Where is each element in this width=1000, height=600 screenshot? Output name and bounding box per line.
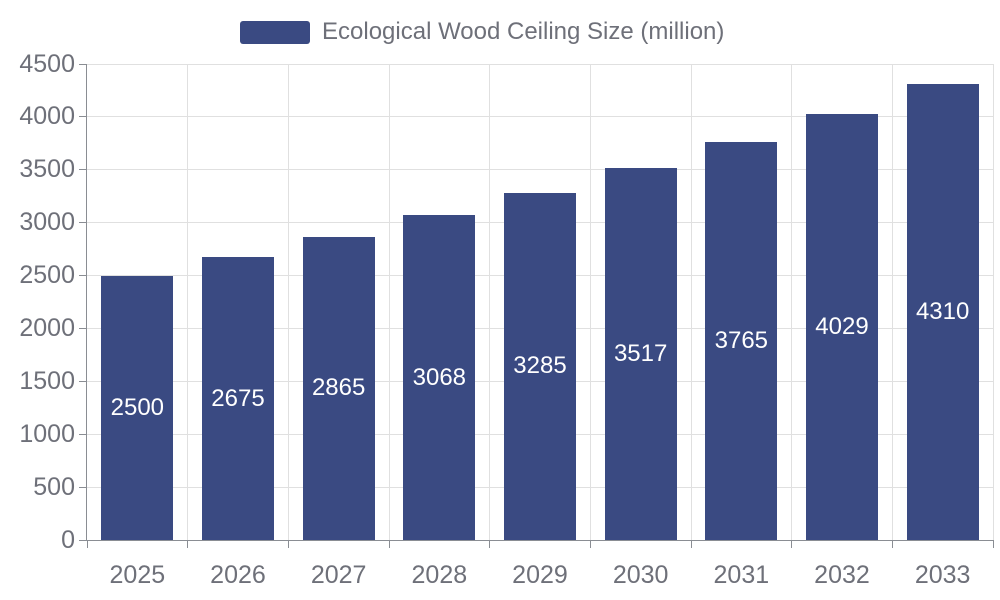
bar-value-label: 2500 bbox=[110, 393, 165, 421]
h-gridline bbox=[87, 169, 993, 171]
v-gridline bbox=[187, 64, 189, 540]
x-tick bbox=[992, 540, 994, 548]
y-axis-label: 3500 bbox=[19, 155, 75, 184]
h-gridline bbox=[87, 116, 993, 118]
bar[interactable] bbox=[403, 215, 476, 540]
bar[interactable] bbox=[705, 141, 778, 540]
x-tick bbox=[589, 540, 591, 548]
x-tick bbox=[791, 540, 793, 548]
y-tick bbox=[79, 433, 87, 435]
v-gridline bbox=[791, 64, 793, 540]
y-tick bbox=[79, 63, 87, 65]
y-axis-line bbox=[86, 64, 87, 541]
bar[interactable] bbox=[906, 84, 979, 540]
y-tick bbox=[79, 327, 87, 329]
x-axis-label: 2033 bbox=[914, 561, 971, 589]
x-tick bbox=[489, 540, 491, 548]
y-axis-label: 2000 bbox=[19, 313, 75, 342]
bar-value-label: 4029 bbox=[815, 312, 869, 340]
y-axis-label: 1500 bbox=[19, 366, 75, 395]
x-tick bbox=[891, 540, 893, 548]
legend-item[interactable]: Ecological Wood Ceiling Size (million) bbox=[240, 19, 724, 45]
bar-value-label: 2675 bbox=[211, 384, 265, 412]
y-axis-label: 0 bbox=[61, 525, 75, 554]
y-axis-label: 3000 bbox=[19, 208, 75, 237]
h-gridline bbox=[87, 63, 993, 65]
y-axis-label: 4000 bbox=[19, 102, 75, 131]
x-tick bbox=[690, 540, 692, 548]
x-axis-label: 2025 bbox=[109, 561, 166, 589]
bar-value-label: 3068 bbox=[412, 363, 467, 391]
x-tick bbox=[86, 540, 88, 548]
v-gridline bbox=[690, 64, 692, 540]
legend-label: Ecological Wood Ceiling Size (million) bbox=[322, 18, 725, 45]
x-axis-line bbox=[87, 539, 993, 541]
y-tick bbox=[79, 222, 87, 224]
y-tick bbox=[79, 116, 87, 118]
x-axis-label: 2026 bbox=[210, 561, 266, 589]
y-axis-label: 2500 bbox=[19, 261, 75, 290]
x-axis-label: 2032 bbox=[814, 561, 870, 589]
bar[interactable] bbox=[101, 275, 174, 540]
y-tick bbox=[79, 380, 87, 382]
y-axis-label: 4500 bbox=[19, 49, 75, 78]
y-tick bbox=[79, 275, 87, 277]
y-axis-label: 1000 bbox=[19, 419, 75, 448]
bar-value-label: 4310 bbox=[915, 298, 970, 326]
bar-value-label: 3517 bbox=[613, 339, 668, 367]
bar-value-label: 2865 bbox=[311, 374, 366, 402]
legend-swatch-icon bbox=[240, 20, 310, 44]
v-gridline bbox=[589, 64, 591, 540]
x-tick bbox=[287, 540, 289, 548]
v-gridline bbox=[891, 64, 893, 540]
bar[interactable] bbox=[504, 192, 576, 540]
y-tick bbox=[79, 539, 87, 541]
v-gridline bbox=[388, 64, 390, 540]
bar[interactable] bbox=[604, 167, 677, 540]
y-axis-label: 500 bbox=[33, 472, 75, 501]
v-gridline bbox=[489, 64, 491, 540]
bar-value-label: 3285 bbox=[513, 352, 567, 380]
bar[interactable] bbox=[806, 113, 878, 540]
v-gridline bbox=[287, 64, 289, 540]
x-tick bbox=[388, 540, 390, 548]
bar-value-label: 3765 bbox=[714, 326, 769, 354]
v-gridline bbox=[992, 64, 994, 540]
x-axis-label: 2028 bbox=[411, 561, 468, 589]
x-tick bbox=[187, 540, 189, 548]
x-axis-label: 2027 bbox=[310, 561, 367, 589]
y-tick bbox=[79, 169, 87, 171]
bar[interactable] bbox=[302, 236, 375, 540]
x-axis-label: 2030 bbox=[612, 561, 669, 589]
x-axis-label: 2031 bbox=[713, 561, 770, 589]
bar[interactable] bbox=[202, 257, 274, 540]
x-axis-label: 2029 bbox=[512, 561, 568, 589]
y-tick bbox=[79, 486, 87, 488]
